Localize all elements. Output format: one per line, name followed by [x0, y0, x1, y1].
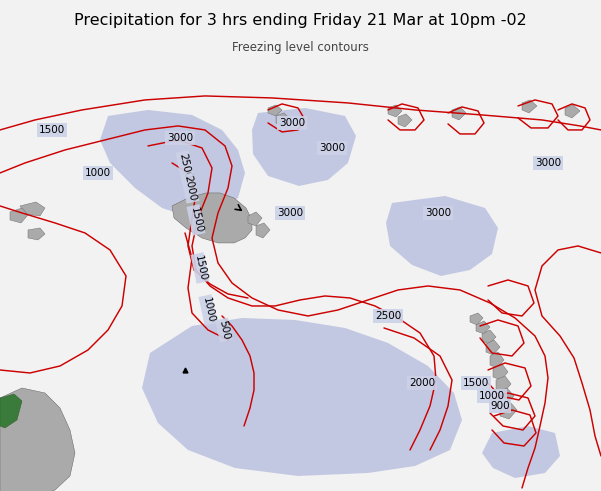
Polygon shape	[10, 208, 28, 223]
Text: 1500: 1500	[39, 125, 65, 135]
Text: Precipitation for 3 hrs ending Friday 21 Mar at 10pm -02: Precipitation for 3 hrs ending Friday 21…	[74, 13, 527, 28]
Text: 1500: 1500	[188, 206, 204, 234]
Polygon shape	[142, 318, 462, 476]
Polygon shape	[252, 108, 356, 186]
Text: 2500: 2500	[177, 152, 192, 180]
Text: 1500: 1500	[463, 378, 489, 388]
Text: 3000: 3000	[277, 208, 303, 218]
Text: 500: 500	[217, 319, 231, 341]
Text: 900: 900	[490, 401, 510, 411]
Polygon shape	[470, 313, 483, 325]
Polygon shape	[493, 364, 508, 380]
Text: Freezing level contours: Freezing level contours	[232, 41, 369, 54]
Polygon shape	[482, 330, 496, 344]
Polygon shape	[386, 196, 498, 276]
Polygon shape	[486, 340, 500, 355]
Polygon shape	[0, 394, 22, 428]
Text: 1000: 1000	[479, 391, 505, 401]
Text: 3000: 3000	[425, 208, 451, 218]
Polygon shape	[476, 321, 490, 334]
Text: 2000: 2000	[182, 174, 198, 202]
Polygon shape	[256, 223, 270, 238]
Text: 2500: 2500	[375, 311, 401, 321]
Text: 3000: 3000	[319, 143, 345, 153]
Polygon shape	[522, 100, 537, 113]
Polygon shape	[482, 426, 560, 478]
Text: 1500: 1500	[192, 254, 207, 282]
Polygon shape	[565, 105, 580, 118]
Text: 3000: 3000	[535, 158, 561, 168]
Text: 1000: 1000	[200, 296, 216, 324]
Text: 3000: 3000	[279, 118, 305, 128]
Polygon shape	[248, 212, 262, 226]
Text: 1000: 1000	[85, 168, 111, 178]
Polygon shape	[28, 228, 45, 240]
Polygon shape	[100, 110, 245, 218]
Polygon shape	[498, 388, 514, 405]
Polygon shape	[268, 105, 282, 116]
Polygon shape	[276, 113, 290, 126]
Polygon shape	[0, 388, 75, 491]
Polygon shape	[452, 107, 466, 120]
Polygon shape	[172, 193, 252, 243]
Polygon shape	[500, 402, 517, 419]
Polygon shape	[398, 114, 412, 127]
Polygon shape	[496, 376, 511, 392]
Text: 2000: 2000	[409, 378, 435, 388]
Text: 3000: 3000	[167, 133, 193, 143]
Polygon shape	[20, 202, 45, 216]
Polygon shape	[388, 105, 402, 117]
Polygon shape	[490, 352, 504, 368]
